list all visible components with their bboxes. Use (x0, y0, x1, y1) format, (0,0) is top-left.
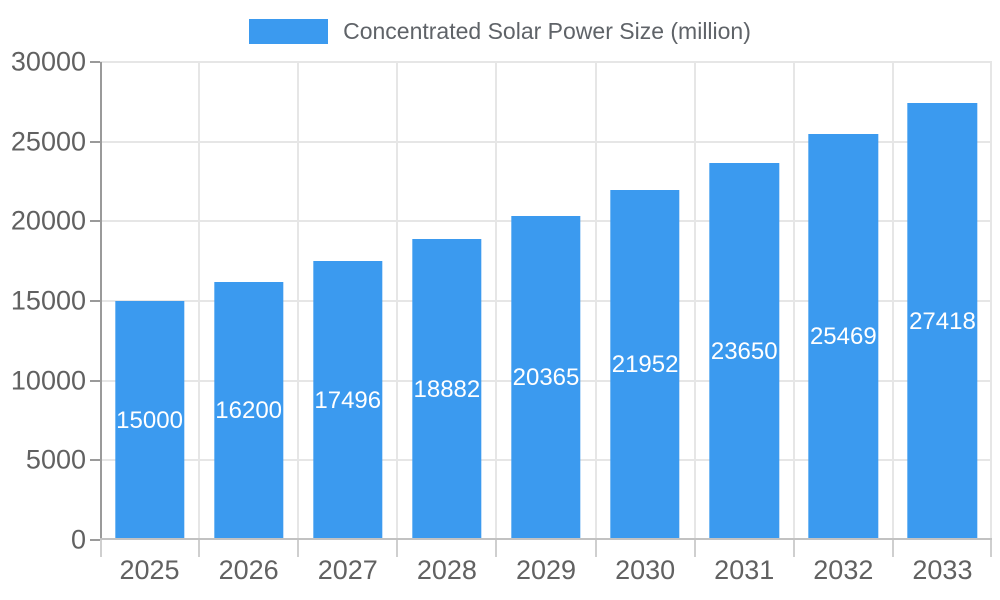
x-axis-tick (990, 540, 992, 557)
x-axis-label: 2033 (912, 555, 973, 585)
y-axis-tick (90, 220, 100, 223)
x-axis-tick (396, 540, 399, 557)
vertical-gridline (693, 62, 696, 540)
x-axis-tick (693, 540, 696, 557)
horizontal-gridline (100, 61, 992, 63)
x-axis-tick (594, 540, 597, 557)
x-axis-label: 2028 (416, 555, 477, 585)
x-axis-label: 2030 (615, 555, 676, 585)
vertical-gridline (891, 62, 894, 540)
x-axis-label: 2031 (714, 555, 775, 585)
vertical-gridline (495, 62, 498, 540)
bar-2027[interactable]: 17496 (313, 261, 383, 540)
bar-2033[interactable]: 27418 (907, 103, 978, 540)
y-axis-line (100, 62, 102, 540)
vertical-gridline (396, 62, 399, 540)
bar-2029[interactable]: 20365 (511, 215, 581, 540)
legend-label: Concentrated Solar Power Size (million) (343, 17, 751, 44)
vertical-gridline (990, 62, 992, 540)
bar-value-label: 17496 (314, 386, 382, 414)
bar-2031[interactable]: 23650 (709, 163, 779, 540)
x-axis-label: 2032 (813, 555, 874, 585)
bar-2025[interactable]: 15000 (114, 301, 185, 540)
bar-value-label: 25469 (809, 323, 877, 351)
y-axis-tick (90, 61, 100, 63)
x-axis-tick (891, 540, 894, 557)
y-axis-label: 5000 (25, 444, 86, 475)
y-axis-label: 25000 (10, 126, 86, 157)
bar-2026[interactable]: 16200 (213, 281, 284, 540)
y-axis-label: 10000 (10, 365, 86, 396)
bar-value-label: 16200 (215, 396, 283, 424)
bar-value-label: 27418 (909, 307, 976, 335)
x-axis-line (100, 538, 992, 540)
y-axis-label: 0 (70, 524, 86, 555)
bar-value-label: 15000 (116, 406, 183, 434)
x-axis-label: 2029 (515, 555, 577, 585)
y-axis-labels: 0 5000 10000 15000 20000 25000 30000 (0, 48, 86, 553)
horizontal-gridline (100, 140, 992, 143)
vertical-gridline (792, 62, 795, 540)
bar-value-label: 21952 (611, 351, 679, 379)
x-axis-tick (792, 540, 795, 557)
bar-2030[interactable]: 21952 (610, 190, 680, 540)
bar-2032[interactable]: 25469 (808, 134, 879, 540)
vertical-gridline (297, 62, 300, 540)
legend-swatch (249, 18, 329, 44)
y-axis-label: 15000 (10, 285, 86, 316)
vertical-gridline (198, 62, 201, 540)
bar-2028[interactable]: 18882 (412, 239, 482, 540)
y-axis-label: 30000 (10, 46, 86, 77)
bar-value-label: 20365 (512, 363, 580, 391)
x-axis-tick (297, 540, 300, 557)
y-axis-tick (90, 379, 100, 382)
y-axis-tick (90, 140, 100, 143)
y-axis-tick (90, 459, 100, 462)
x-axis-tick (100, 540, 102, 557)
legend[interactable]: Concentrated Solar Power Size (million) (0, 16, 1000, 46)
bar-value-label: 18882 (413, 375, 481, 403)
y-axis-tick (90, 300, 100, 302)
vertical-gridline (594, 62, 597, 540)
x-axis-labels: 2025 2026 2027 2028 2029 2030 2031 2032 2033 (100, 540, 992, 595)
y-axis-label: 20000 (10, 205, 86, 236)
x-axis-label: 2026 (218, 555, 279, 585)
x-axis-tick (495, 540, 498, 557)
plot-area: 15000 16200 17496 18882 20365 21952 23650 25469… (90, 61, 992, 557)
x-axis-label: 2025 (119, 555, 180, 585)
x-axis-label: 2027 (317, 555, 378, 585)
bar-value-label: 23650 (710, 337, 778, 365)
x-axis-tick (198, 540, 201, 557)
y-axis-tick (90, 539, 100, 541)
